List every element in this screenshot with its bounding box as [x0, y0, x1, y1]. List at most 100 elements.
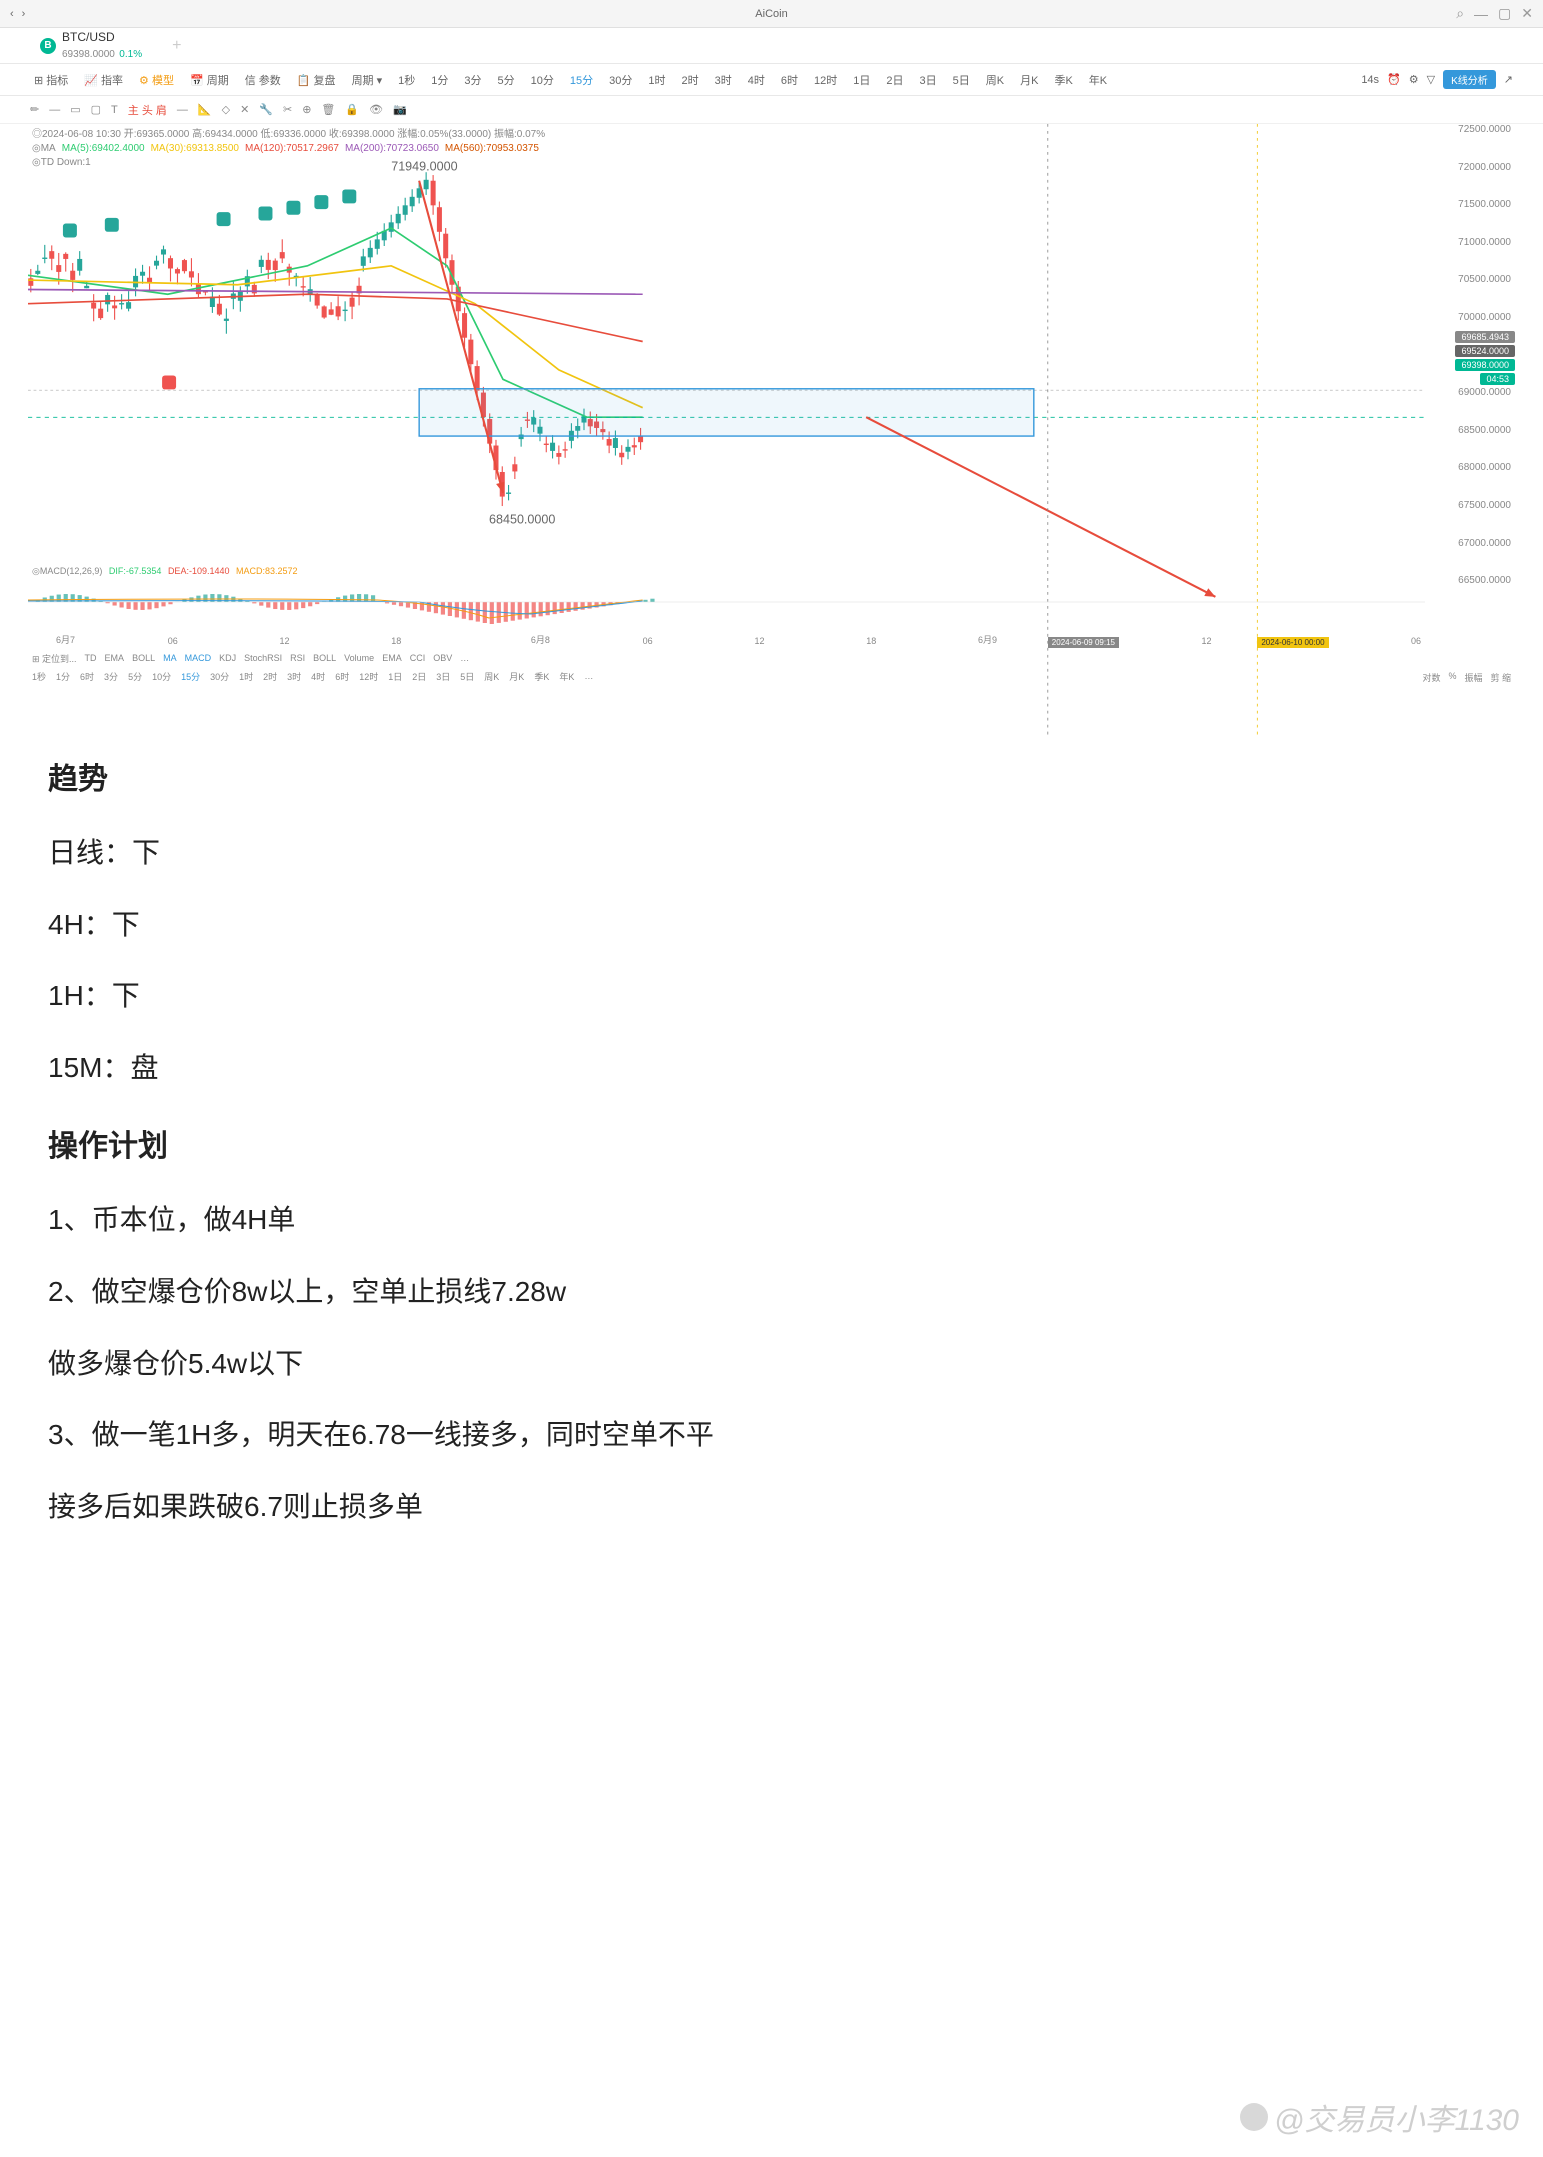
timeframe-item[interactable]: 1秒 — [32, 670, 46, 683]
symbol-tab[interactable]: B BTC/USD 69398.0000 0.1% — [30, 26, 152, 66]
toolbar-item[interactable]: 月K — [1016, 70, 1042, 90]
toolbar-item[interactable]: 📅 周期 — [186, 70, 233, 90]
timeframe-item[interactable]: 月K — [509, 670, 524, 683]
toolbar-item[interactable]: 12时 — [810, 70, 841, 90]
draw-tool[interactable]: ⊕ — [302, 103, 311, 116]
timeframe-item[interactable]: 2日 — [412, 670, 426, 683]
toolbar-item[interactable]: 1分 — [427, 70, 452, 90]
indicator-item[interactable]: MACD — [185, 653, 212, 663]
toolbar-item[interactable]: 3时 — [711, 70, 736, 90]
draw-tool[interactable]: 👁 — [369, 103, 383, 116]
indicator-item[interactable]: BOLL — [132, 653, 155, 663]
close-icon[interactable]: ✕ — [1521, 5, 1533, 22]
minimize-icon[interactable]: — — [1474, 6, 1488, 22]
draw-tool[interactable]: 📐 — [198, 103, 212, 116]
toolbar-item[interactable]: 📈 指率 — [80, 70, 127, 90]
toolbar-item[interactable]: 5日 — [949, 70, 974, 90]
toolbar-item[interactable]: 3日 — [916, 70, 941, 90]
draw-tool[interactable]: ✏ — [30, 103, 39, 116]
indicator-item[interactable]: EMA — [382, 653, 402, 663]
indicator-item[interactable]: KDJ — [219, 653, 236, 663]
timeframe-item[interactable]: 3日 — [436, 670, 450, 683]
indicator-item[interactable]: EMA — [105, 653, 125, 663]
draw-tool[interactable]: 🗑 — [321, 103, 335, 116]
toolbar-item[interactable]: 10分 — [527, 70, 558, 90]
indicator-item[interactable]: OBV — [433, 653, 452, 663]
toolbar-item[interactable]: 1时 — [644, 70, 669, 90]
kline-analyze-button[interactable]: K线分析 — [1443, 70, 1496, 89]
toolbar-item[interactable]: 4时 — [744, 70, 769, 90]
meta-item[interactable]: 对数 — [1422, 671, 1440, 684]
timeframe-item[interactable]: 周K — [484, 670, 499, 683]
toolbar-item[interactable]: 1日 — [849, 70, 874, 90]
maximize-icon[interactable]: ▢ — [1498, 5, 1511, 22]
timeframe-item[interactable]: 12时 — [359, 670, 378, 683]
timeframe-item[interactable]: 6时 — [335, 670, 349, 683]
indicator-item[interactable]: TD — [85, 653, 97, 663]
toolbar-item[interactable]: 2时 — [678, 70, 703, 90]
meta-item[interactable]: % — [1448, 671, 1456, 684]
draw-tool[interactable]: ▢ — [91, 103, 101, 116]
draw-tool[interactable]: ✕ — [240, 103, 249, 116]
timeframe-item[interactable]: 5日 — [460, 670, 474, 683]
timeframe-item[interactable]: 10分 — [152, 670, 171, 683]
indicator-item[interactable]: MA — [163, 653, 177, 663]
toolbar-item[interactable]: ⚙ 模型 — [135, 70, 178, 90]
filter-icon[interactable]: ▽ — [1427, 73, 1435, 86]
timeframe-item[interactable]: … — [584, 671, 593, 681]
meta-item[interactable]: 剪 缩 — [1490, 671, 1511, 684]
chart-container[interactable]: ◎2024-06-08 10:30 开:69365.0000 高:69434.0… — [28, 124, 1515, 684]
settings-icon[interactable]: ⚙ — [1409, 73, 1419, 86]
draw-tool[interactable]: 主 头 肩 — [128, 102, 167, 118]
toolbar-item[interactable]: 年K — [1085, 70, 1111, 90]
meta-item[interactable]: 振幅 — [1464, 671, 1482, 684]
timeframe-item[interactable]: 1日 — [388, 670, 402, 683]
draw-tool[interactable]: 🔒 — [345, 103, 359, 116]
timeframe-item[interactable]: 年K — [559, 670, 574, 683]
toolbar-item[interactable]: 周期 ▾ — [348, 70, 387, 90]
search-icon[interactable]: ⌕ — [1456, 5, 1464, 22]
draw-tool[interactable]: — — [177, 104, 188, 116]
alert-icon[interactable]: ⏰ — [1387, 73, 1401, 86]
forward-icon[interactable]: › — [22, 8, 26, 20]
share-icon[interactable]: ↗ — [1504, 73, 1513, 86]
toolbar-item[interactable]: 5分 — [494, 70, 519, 90]
timeframe-item[interactable]: 5分 — [128, 670, 142, 683]
indicator-item[interactable]: StochRSI — [244, 653, 282, 663]
indicator-item[interactable]: BOLL — [313, 653, 336, 663]
toolbar-item[interactable]: 📋 复盘 — [293, 70, 340, 90]
indicator-item[interactable]: … — [460, 653, 469, 663]
timeframe-item[interactable]: 6时 — [80, 670, 94, 683]
indicator-item[interactable]: ⊞ 定位到... — [32, 652, 77, 665]
toolbar-item[interactable]: 30分 — [605, 70, 636, 90]
timeframe-item[interactable]: 1分 — [56, 670, 70, 683]
timeframe-item[interactable]: 2时 — [263, 670, 277, 683]
timeframe-item[interactable]: 1时 — [239, 670, 253, 683]
timeframe-item[interactable]: 4时 — [311, 670, 325, 683]
draw-tool[interactable]: ✂ — [283, 103, 292, 116]
draw-tool[interactable]: 📷 — [393, 103, 407, 116]
add-tab-button[interactable]: + — [172, 37, 181, 55]
back-icon[interactable]: ‹ — [10, 8, 14, 20]
toolbar-item[interactable]: 3分 — [460, 70, 485, 90]
timeframe-item[interactable]: 3时 — [287, 670, 301, 683]
toolbar-item[interactable]: ⊞ 指标 — [30, 70, 72, 90]
draw-tool[interactable]: ▭ — [70, 103, 80, 116]
toolbar-item[interactable]: 信 参数 — [241, 70, 285, 90]
toolbar-item[interactable]: 6时 — [777, 70, 802, 90]
timeframe-item[interactable]: 15分 — [181, 670, 200, 683]
draw-tool[interactable]: T — [111, 104, 118, 116]
toolbar-item[interactable]: 2日 — [882, 70, 907, 90]
timeframe-item[interactable]: 30分 — [210, 670, 229, 683]
indicator-item[interactable]: CCI — [410, 653, 426, 663]
toolbar-item[interactable]: 1秒 — [394, 70, 419, 90]
toolbar-item[interactable]: 季K — [1050, 70, 1076, 90]
toolbar-item[interactable]: 15分 — [566, 70, 597, 90]
draw-tool[interactable]: 🔧 — [259, 103, 273, 116]
indicator-item[interactable]: RSI — [290, 653, 305, 663]
indicator-item[interactable]: Volume — [344, 653, 374, 663]
timeframe-item[interactable]: 季K — [534, 670, 549, 683]
draw-tool[interactable]: ◇ — [222, 103, 230, 116]
timeframe-item[interactable]: 3分 — [104, 670, 118, 683]
toolbar-item[interactable]: 周K — [982, 70, 1008, 90]
